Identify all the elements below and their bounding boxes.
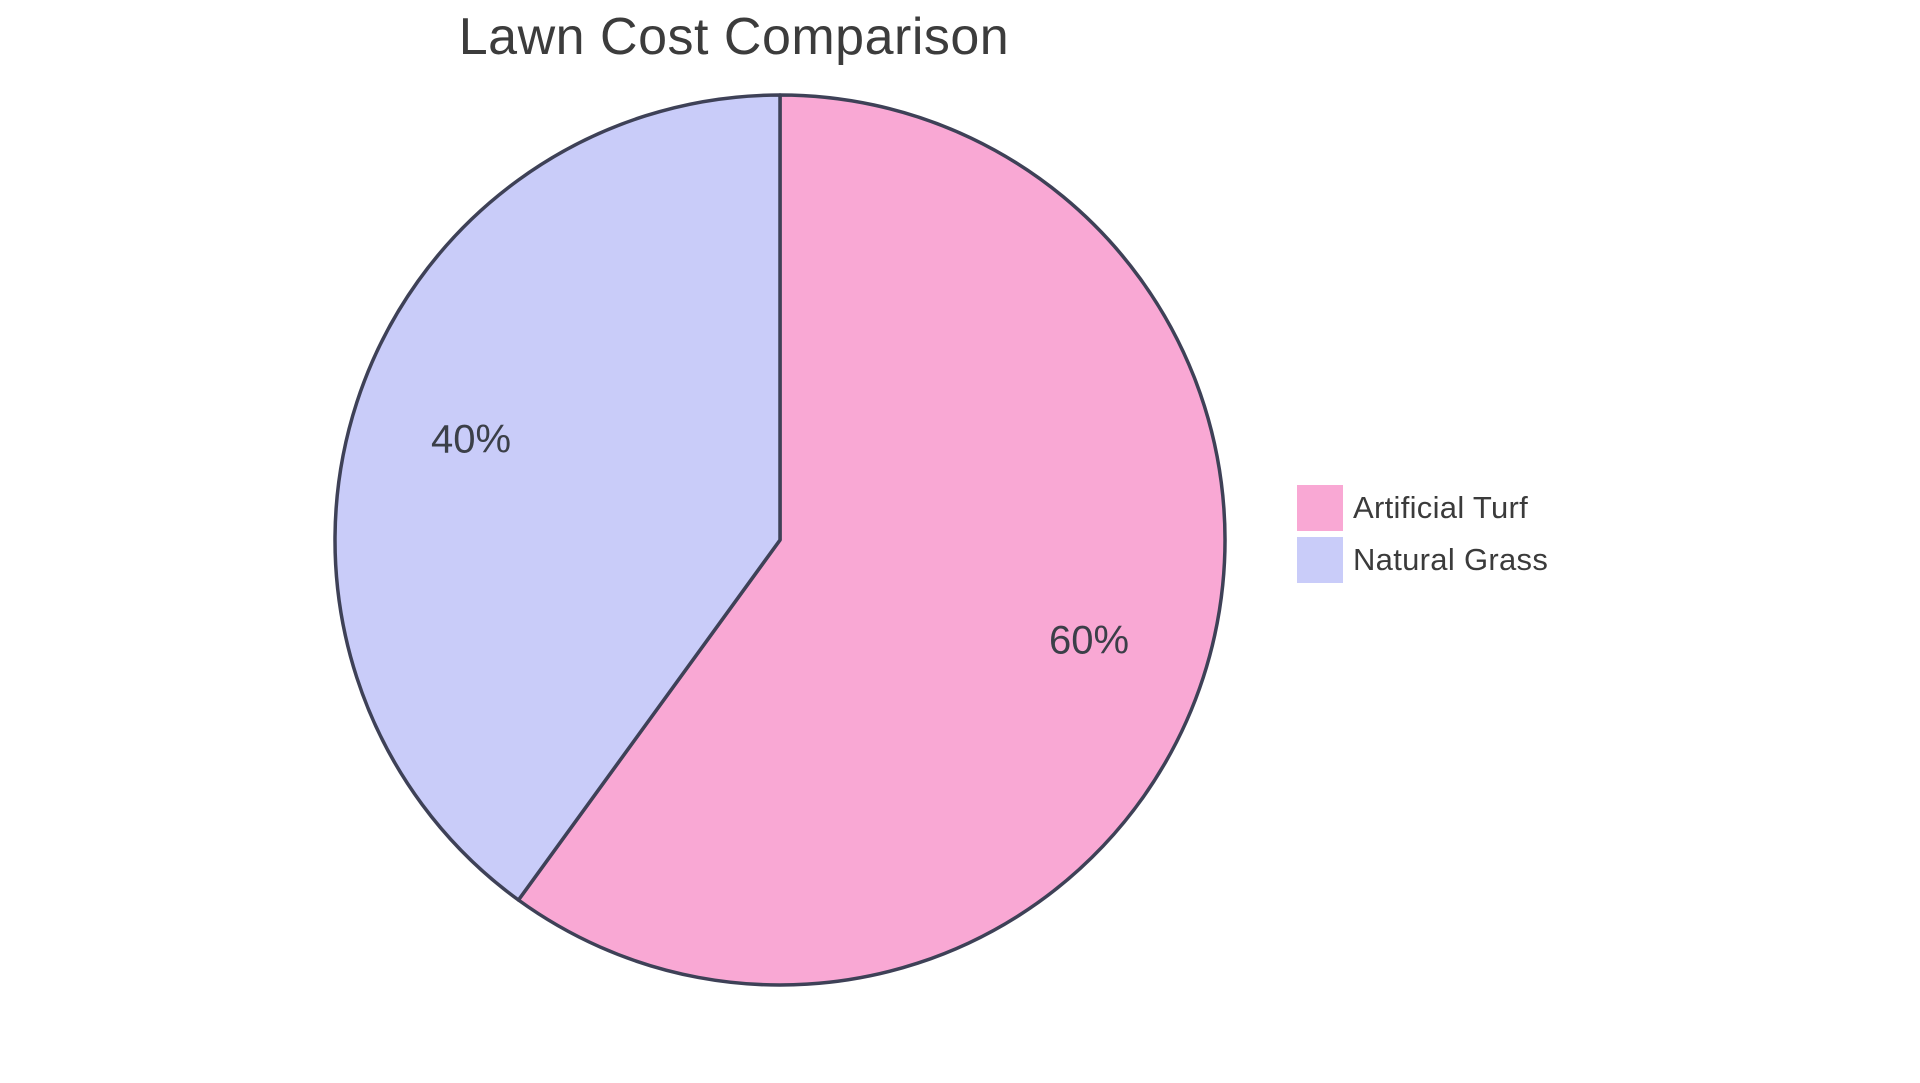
legend-label-artificial-turf: Artificial Turf <box>1353 490 1529 525</box>
legend-item-natural-grass: Natural Grass <box>1297 537 1548 583</box>
legend-swatch-natural-grass <box>1297 537 1343 583</box>
pie-slice-natural-grass <box>333 93 782 902</box>
pie-value-label-natural-grass: 40% <box>431 418 511 462</box>
chart-title: Lawn Cost Comparison <box>458 8 1010 66</box>
pie-slice-artificial-turf <box>516 93 1227 987</box>
legend-swatch-artificial-turf <box>1297 485 1343 531</box>
legend-label-natural-grass: Natural Grass <box>1353 542 1549 577</box>
chart-legend: Artificial Turf Natural Grass <box>1297 485 1548 589</box>
legend-item-artificial-turf: Artificial Turf <box>1297 485 1548 531</box>
pie-value-label-artificial-turf: 60% <box>1049 618 1129 662</box>
